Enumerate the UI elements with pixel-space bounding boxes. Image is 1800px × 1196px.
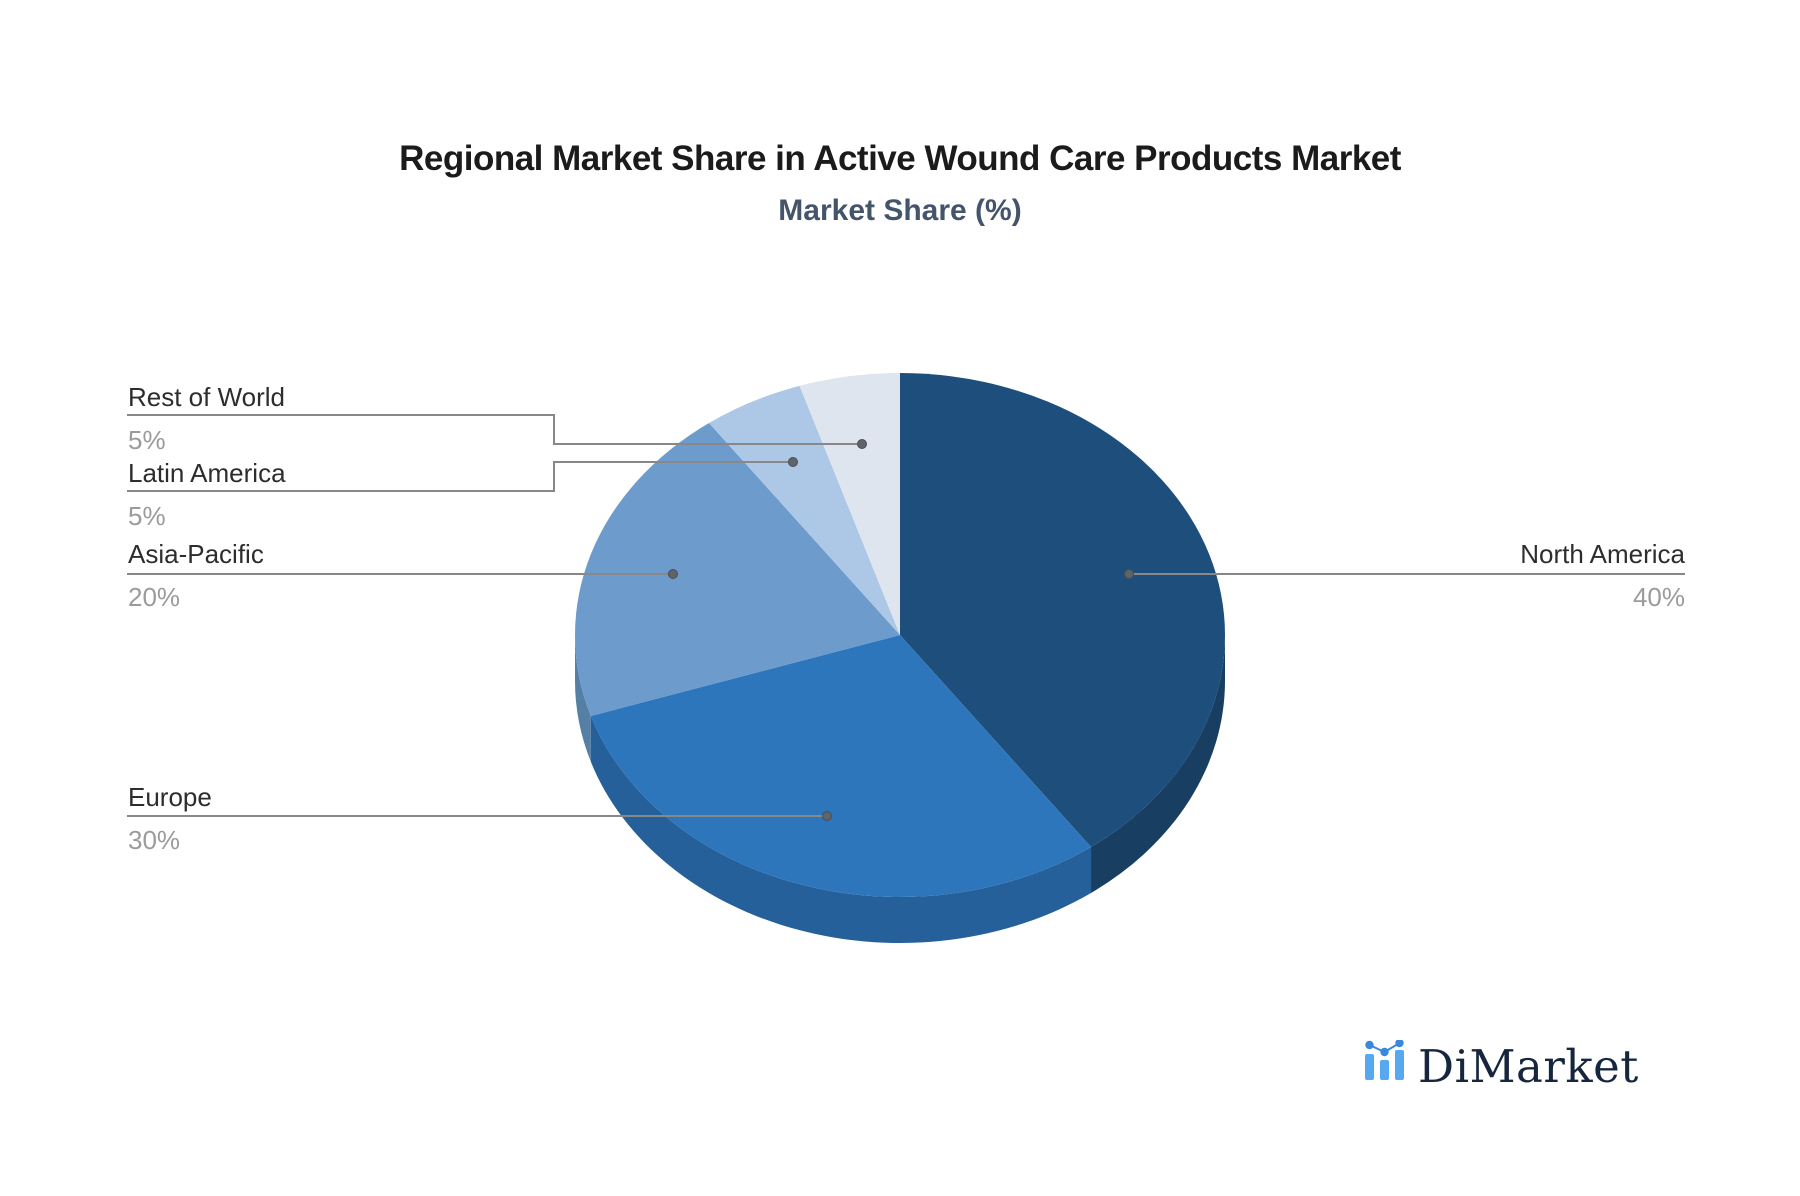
- pie-slice-latin-america: [708, 385, 900, 635]
- slice-value-europe: 30%: [128, 825, 181, 855]
- pie-slice-north-america: [900, 373, 1225, 847]
- pie-slice-side-north-america: [1091, 635, 1225, 893]
- slice-label-rest-of-world: Rest of World: [128, 382, 286, 412]
- pie-slice-side-europe: [590, 715, 1092, 943]
- leader-dot-asia-pacific: [668, 569, 678, 579]
- leader-dot-latin-america: [788, 457, 798, 467]
- pie-slice-rest-of-world: [799, 373, 900, 635]
- slice-value-rest-of-world: 5%: [128, 425, 166, 455]
- slice-label-europe: Europe: [128, 782, 212, 812]
- dimarket-logo-text: DiMarket: [1418, 1040, 1639, 1093]
- slice-value-latin-america: 5%: [128, 501, 166, 531]
- leader-line-latin-america: [127, 461, 789, 492]
- pie-slice-asia-pacific: [575, 423, 900, 716]
- leader-line-rest-of-world: [127, 414, 858, 445]
- slice-label-north-america: North America: [1520, 539, 1685, 569]
- leader-dot-europe: [822, 811, 832, 821]
- leader-dot-north-america: [1124, 569, 1134, 579]
- pie-slice-europe: [590, 635, 1092, 897]
- slice-value-asia-pacific: 20%: [128, 582, 181, 612]
- slice-label-latin-america: Latin America: [128, 458, 286, 488]
- chart-subtitle: Market Share (%): [778, 194, 1022, 227]
- bar-chart-logo-icon: [1365, 1040, 1404, 1080]
- chart-title: Regional Market Share in Active Wound Ca…: [399, 139, 1401, 178]
- slice-label-asia-pacific: Asia-Pacific: [128, 539, 264, 569]
- slice-value-north-america: 40%: [1632, 582, 1685, 612]
- pie-slice-side-asia-pacific: [575, 635, 591, 762]
- leader-dot-rest-of-world: [857, 439, 867, 449]
- dimarket-logo: DiMarket: [1364, 1040, 1639, 1089]
